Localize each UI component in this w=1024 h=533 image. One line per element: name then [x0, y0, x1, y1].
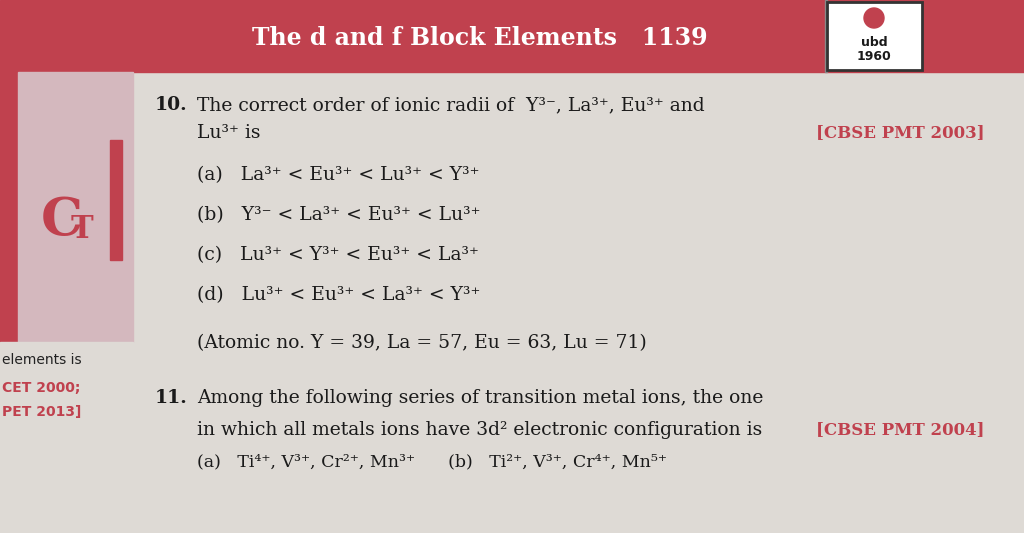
Bar [827, 2, 922, 70]
Bar [110, 140, 122, 260]
Text: T: T [71, 214, 93, 246]
Text: Lu³⁺ is: Lu³⁺ is [197, 124, 260, 142]
Text: PET 2013]: PET 2013] [2, 405, 81, 419]
Text: (a)   Ti⁴⁺, V³⁺, Cr²⁺, Mn³⁺      (b)   Ti²⁺, V³⁺, Cr⁴⁺, Mn⁵⁺: (a) Ti⁴⁺, V³⁺, Cr²⁺, Mn³⁺ (b) Ti²⁺, V³⁺,… [197, 454, 667, 471]
Text: (c)   Lu³⁺ < Y³⁺ < Eu³⁺ < La³⁺: (c) Lu³⁺ < Y³⁺ < Eu³⁺ < La³⁺ [197, 246, 479, 264]
Text: CET 2000;: CET 2000; [2, 381, 80, 395]
Text: ubd: ubd [861, 36, 888, 50]
Text: Among the following series of transition metal ions, the one: Among the following series of transition… [197, 389, 763, 407]
Circle shape [864, 8, 884, 28]
Text: [CBSE PMT 2004]: [CBSE PMT 2004] [816, 422, 985, 439]
Text: 10.: 10. [155, 96, 187, 114]
Text: The d and f Block Elements   1139: The d and f Block Elements 1139 [252, 26, 708, 50]
Text: The correct order of ionic radii of  Y³⁻, La³⁺, Eu³⁺ and: The correct order of ionic radii of Y³⁻,… [197, 96, 705, 114]
Bar [0, 72, 18, 533]
Text: (b)   Y³⁻ < La³⁺ < Eu³⁺ < Lu³⁺: (b) Y³⁻ < La³⁺ < Eu³⁺ < Lu³⁺ [197, 206, 480, 224]
Bar [0, 0, 1024, 72]
Text: (Atomic no. Y = 39, La = 57, Eu = 63, Lu = 71): (Atomic no. Y = 39, La = 57, Eu = 63, Lu… [197, 334, 647, 352]
Bar [825, 0, 827, 72]
Text: C: C [41, 195, 83, 246]
Bar [0, 342, 133, 533]
Text: 1960: 1960 [857, 51, 891, 63]
Text: elements is: elements is [2, 353, 82, 367]
Text: 11.: 11. [155, 389, 187, 407]
Text: (a)   La³⁺ < Eu³⁺ < Lu³⁺ < Y³⁺: (a) La³⁺ < Eu³⁺ < Lu³⁺ < Y³⁺ [197, 166, 479, 184]
Text: in which all metals ions have 3d² electronic configuration is: in which all metals ions have 3d² electr… [197, 421, 762, 439]
Text: (d)   Lu³⁺ < Eu³⁺ < La³⁺ < Y³⁺: (d) Lu³⁺ < Eu³⁺ < La³⁺ < Y³⁺ [197, 286, 480, 304]
Text: [CBSE PMT 2003]: [CBSE PMT 2003] [816, 125, 985, 141]
Bar [18, 72, 133, 342]
